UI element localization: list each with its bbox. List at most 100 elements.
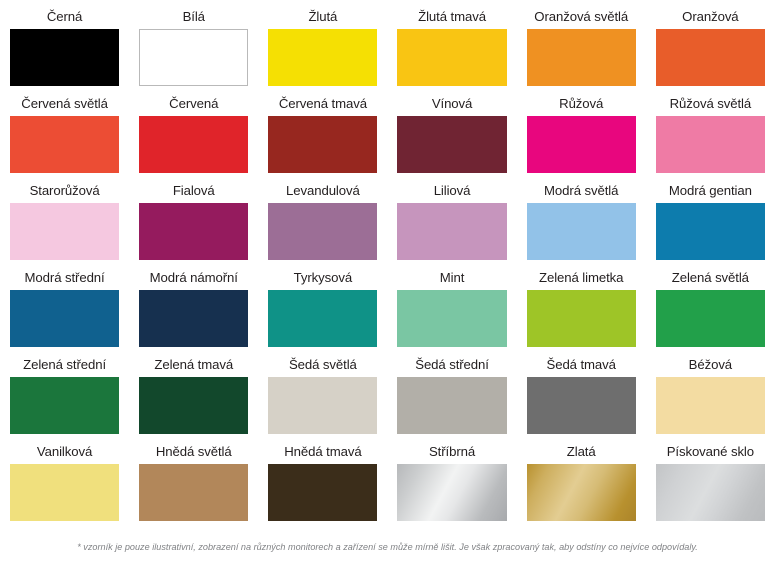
color-swatch-label: Zlatá [566,444,596,459]
color-swatch-chip[interactable] [397,377,507,434]
color-swatch-chip[interactable] [397,116,507,173]
color-swatch-label: Růžová [559,96,604,111]
color-swatch-chip[interactable] [268,377,378,434]
color-swatch-chip[interactable] [139,203,249,260]
color-swatch-item[interactable]: Fialová [129,178,258,265]
color-swatch-item[interactable]: Červená světlá [0,91,129,178]
color-swatch-label: Levandulová [286,183,360,198]
color-swatch-item[interactable]: Modrá světlá [517,178,646,265]
color-swatch-item[interactable]: Zlatá [517,439,646,526]
color-swatch-label: Červená světlá [21,96,108,111]
color-swatch-item[interactable]: Mint [387,265,516,352]
color-swatch-item[interactable]: Modrá gentian [646,178,775,265]
color-swatch-chip[interactable] [139,29,249,86]
color-swatch-chip[interactable] [139,290,249,347]
color-swatch-item[interactable]: Šedá střední [387,352,516,439]
color-swatch-item[interactable]: Zelená světlá [646,265,775,352]
color-swatch-chip[interactable] [655,377,765,434]
color-swatch-chip[interactable] [655,116,765,173]
color-swatch-item[interactable]: Šedá světlá [258,352,387,439]
color-swatch-chip[interactable] [139,116,249,173]
color-swatch-label: Vanilková [36,444,93,459]
color-swatch-chip[interactable] [526,203,636,260]
color-swatch-item[interactable]: Levandulová [258,178,387,265]
color-swatch-item[interactable]: Černá [0,4,129,91]
color-swatch-chip[interactable] [268,290,378,347]
color-swatch-item[interactable]: Modrá námořní [129,265,258,352]
color-swatch-chip[interactable] [526,377,636,434]
color-swatch-grid: Černá Bílá Žlutá Žlutá tmavá Oranžová světlá… [0,4,775,526]
color-swatch-item[interactable]: Oranžová světlá [517,4,646,91]
color-swatch-item[interactable]: Červená tmavá [258,91,387,178]
color-swatch-label: Bílá [182,9,205,24]
color-swatch-label: Hnědá světlá [155,444,232,459]
color-swatch-chip[interactable] [10,377,120,434]
color-swatch-chip[interactable] [10,116,120,173]
color-swatch-label: Černá [46,9,83,24]
color-swatch-chip[interactable] [10,464,120,521]
color-swatch-chip[interactable] [526,116,636,173]
color-swatch-item[interactable]: Modrá střední [0,265,129,352]
color-swatch-item[interactable]: Růžová světlá [646,91,775,178]
color-swatch-chip[interactable] [655,203,765,260]
color-swatch-chip[interactable] [10,203,120,260]
color-swatch-label: Modrá střední [24,270,105,285]
color-swatch-item[interactable]: Zelená střední [0,352,129,439]
color-swatch-label: Žlutá tmavá [418,9,486,24]
color-swatch-label: Oranžová světlá [534,9,629,24]
color-swatch-label: Zelená tmavá [154,357,234,372]
color-swatch-item[interactable]: Liliová [387,178,516,265]
color-swatch-item[interactable]: Žlutá [258,4,387,91]
color-swatch-chip[interactable] [268,116,378,173]
color-swatch-item[interactable]: Hnědá tmavá [258,439,387,526]
color-swatch-chip[interactable] [397,464,507,521]
color-swatch-item[interactable]: Vanilková [0,439,129,526]
color-swatch-chip[interactable] [397,29,507,86]
color-swatch-chip[interactable] [268,203,378,260]
color-swatch-label: Modrá světlá [544,183,619,198]
color-swatch-label: Tyrkysová [293,270,353,285]
color-swatch-item[interactable]: Stříbrná [387,439,516,526]
color-swatch-item[interactable]: Červená [129,91,258,178]
color-swatch-chip[interactable] [268,464,378,521]
color-swatch-label: Oranžová [682,9,739,24]
color-swatch-chip[interactable] [139,377,249,434]
color-swatch-item[interactable]: Zelená limetka [517,265,646,352]
color-swatch-item[interactable]: Šedá tmavá [517,352,646,439]
color-swatch-label: Zelená střední [23,357,107,372]
color-swatch-chip[interactable] [397,203,507,260]
color-swatch-item[interactable]: Tyrkysová [258,265,387,352]
color-swatch-item[interactable]: Pískované sklo [646,439,775,526]
color-swatch-label: Zelená světlá [671,270,749,285]
color-swatch-label: Modrá gentian [668,183,752,198]
color-swatch-item[interactable]: Zelená tmavá [129,352,258,439]
footnote-disclaimer: * vzorník je pouze ilustrativní, zobraze… [77,542,698,552]
color-swatch-item[interactable]: Bílá [129,4,258,91]
color-swatch-label: Vínová [431,96,473,111]
color-swatch-label: Růžová světlá [669,96,752,111]
color-swatch-chip[interactable] [655,290,765,347]
color-swatch-chip[interactable] [526,464,636,521]
color-swatch-item[interactable]: Žlutá tmavá [387,4,516,91]
color-swatch-chip[interactable] [10,29,120,86]
color-swatch-chip[interactable] [397,290,507,347]
color-swatch-item[interactable]: Vínová [387,91,516,178]
color-swatch-chip[interactable] [526,29,636,86]
color-swatch-item[interactable]: Růžová [517,91,646,178]
color-swatch-item[interactable]: Oranžová [646,4,775,91]
color-swatch-chip[interactable] [10,290,120,347]
color-swatch-chip[interactable] [655,464,765,521]
color-swatch-item[interactable]: Starorůžová [0,178,129,265]
color-swatch-chip[interactable] [526,290,636,347]
color-swatch-item[interactable]: Béžová [646,352,775,439]
color-swatch-label: Šedá tmavá [546,357,616,372]
color-swatch-label: Liliová [433,183,471,198]
color-swatch-item[interactable]: Hnědá světlá [129,439,258,526]
color-swatch-label: Zelená limetka [539,270,624,285]
color-swatch-label: Mint [439,270,465,285]
color-swatch-chip[interactable] [655,29,765,86]
color-swatch-chip[interactable] [139,464,249,521]
color-swatch-label: Šedá střední [415,357,489,372]
color-swatch-chip[interactable] [268,29,378,86]
